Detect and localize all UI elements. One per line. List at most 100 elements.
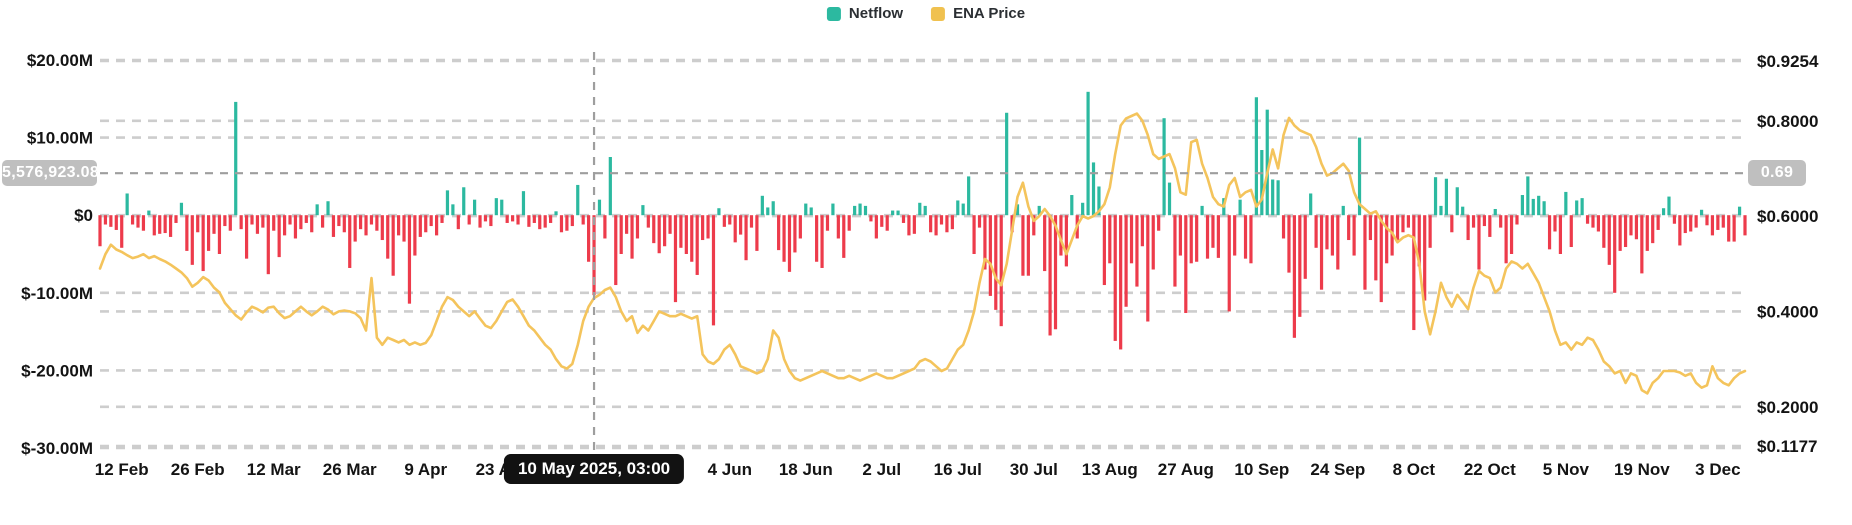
netflow-bar[interactable] — [1368, 215, 1372, 241]
netflow-bar[interactable] — [1037, 205, 1041, 216]
netflow-bar[interactable] — [825, 215, 830, 231]
netflow-bar[interactable] — [396, 215, 401, 236]
netflow-bar[interactable] — [1243, 215, 1248, 259]
netflow-bar[interactable] — [1623, 215, 1628, 248]
netflow-bar[interactable] — [407, 215, 412, 304]
netflow-bar[interactable] — [511, 215, 515, 222]
netflow-bar[interactable] — [1412, 215, 1416, 331]
netflow-bar[interactable] — [983, 215, 987, 270]
netflow-bar[interactable] — [592, 215, 596, 296]
netflow-bar[interactable] — [1678, 215, 1682, 246]
netflow-bar[interactable] — [380, 215, 384, 241]
netflow-bar[interactable] — [853, 205, 857, 216]
netflow-bar[interactable] — [196, 215, 200, 233]
netflow-bar[interactable] — [521, 191, 526, 216]
netflow-bar[interactable] — [1314, 215, 1318, 248]
netflow-bar[interactable] — [418, 215, 422, 237]
netflow-bar[interactable] — [239, 215, 243, 230]
netflow-bar[interactable] — [1504, 215, 1508, 264]
netflow-bar[interactable] — [549, 215, 553, 223]
legend-item-ena-price[interactable]: ENA Price — [931, 5, 1025, 22]
netflow-bar[interactable] — [1423, 215, 1427, 301]
netflow-bar[interactable] — [891, 210, 895, 216]
netflow-bar[interactable] — [1146, 215, 1150, 322]
netflow-bar[interactable] — [1542, 201, 1546, 216]
netflow-bar[interactable] — [804, 203, 808, 216]
netflow-bar[interactable] — [614, 215, 618, 286]
netflow-bar[interactable] — [543, 215, 547, 228]
netflow-bar[interactable] — [684, 215, 688, 254]
netflow-bar[interactable] — [836, 215, 840, 239]
netflow-bar[interactable] — [277, 215, 281, 258]
netflow-bar[interactable] — [1233, 215, 1237, 256]
netflow-bar[interactable] — [212, 215, 216, 234]
netflow-bar[interactable] — [1271, 179, 1275, 216]
netflow-bar[interactable] — [711, 215, 716, 326]
netflow-bar[interactable] — [342, 215, 346, 233]
netflow-bar[interactable] — [1499, 215, 1503, 228]
netflow-bar[interactable] — [1428, 215, 1432, 248]
netflow-bar[interactable] — [668, 215, 672, 234]
netflow-bar[interactable] — [608, 157, 612, 216]
netflow-bar[interactable] — [1575, 200, 1579, 216]
netflow-bar[interactable] — [929, 215, 933, 233]
netflow-bar[interactable] — [201, 215, 205, 272]
netflow-bar[interactable] — [304, 215, 308, 223]
netflow-bar[interactable] — [1645, 215, 1649, 251]
netflow-bar[interactable] — [1433, 177, 1438, 216]
netflow-bar[interactable] — [863, 205, 868, 216]
netflow-bar[interactable] — [255, 215, 260, 234]
netflow-bar[interactable] — [505, 215, 509, 223]
netflow-bar[interactable] — [1119, 215, 1123, 350]
netflow-bar[interactable] — [1330, 215, 1334, 256]
netflow-bar[interactable] — [939, 215, 944, 225]
netflow-bar[interactable] — [646, 215, 650, 228]
netflow-bar[interactable] — [673, 215, 678, 303]
netflow-bar[interactable] — [440, 215, 444, 223]
netflow-bar[interactable] — [994, 215, 998, 310]
netflow-bar[interactable] — [842, 215, 846, 258]
netflow-bar[interactable] — [190, 215, 194, 265]
netflow-bar[interactable] — [483, 215, 488, 222]
netflow-bar[interactable] — [1357, 137, 1362, 216]
netflow-bar[interactable] — [565, 215, 569, 231]
netflow-bar[interactable] — [109, 215, 113, 227]
netflow-bar[interactable] — [1070, 195, 1074, 216]
netflow-bar[interactable] — [1466, 215, 1470, 241]
netflow-bar[interactable] — [402, 215, 406, 242]
netflow-bar[interactable] — [293, 215, 298, 239]
netflow-bar[interactable] — [315, 204, 319, 216]
netflow-bar[interactable] — [375, 215, 379, 231]
netflow-bar[interactable] — [1363, 215, 1367, 290]
netflow-bar[interactable] — [1216, 215, 1220, 258]
netflow-bar[interactable] — [641, 205, 645, 216]
netflow-bar[interactable] — [1352, 215, 1356, 256]
netflow-bar[interactable] — [1184, 215, 1188, 313]
netflow-bar[interactable] — [679, 215, 683, 248]
netflow-bar[interactable] — [1585, 215, 1590, 224]
legend-item-netflow[interactable]: Netflow — [826, 5, 903, 22]
netflow-bar[interactable] — [809, 207, 813, 216]
netflow-bar[interactable] — [1195, 215, 1199, 262]
netflow-bar[interactable] — [744, 215, 748, 261]
netflow-bar[interactable] — [326, 201, 330, 216]
netflow-bar[interactable] — [179, 202, 184, 216]
netflow-bar[interactable] — [1455, 187, 1459, 216]
netflow-bar[interactable] — [717, 208, 721, 216]
netflow-bar[interactable] — [1705, 215, 1709, 226]
netflow-bar[interactable] — [494, 198, 498, 216]
netflow-bar[interactable] — [451, 204, 455, 216]
netflow-bar[interactable] — [559, 215, 564, 233]
netflow-bar[interactable] — [1205, 215, 1210, 259]
netflow-bar[interactable] — [1162, 118, 1166, 216]
netflow-bar[interactable] — [907, 215, 911, 236]
netflow-bar[interactable] — [1053, 215, 1058, 330]
netflow-bar[interactable] — [337, 215, 341, 227]
netflow-bar[interactable] — [272, 215, 276, 231]
netflow-bar[interactable] — [988, 215, 992, 296]
netflow-bar[interactable] — [228, 215, 232, 231]
netflow-bar[interactable] — [1254, 97, 1258, 216]
netflow-bar[interactable] — [1043, 215, 1047, 272]
netflow-bar[interactable] — [266, 215, 270, 275]
netflow-bar[interactable] — [587, 215, 591, 262]
